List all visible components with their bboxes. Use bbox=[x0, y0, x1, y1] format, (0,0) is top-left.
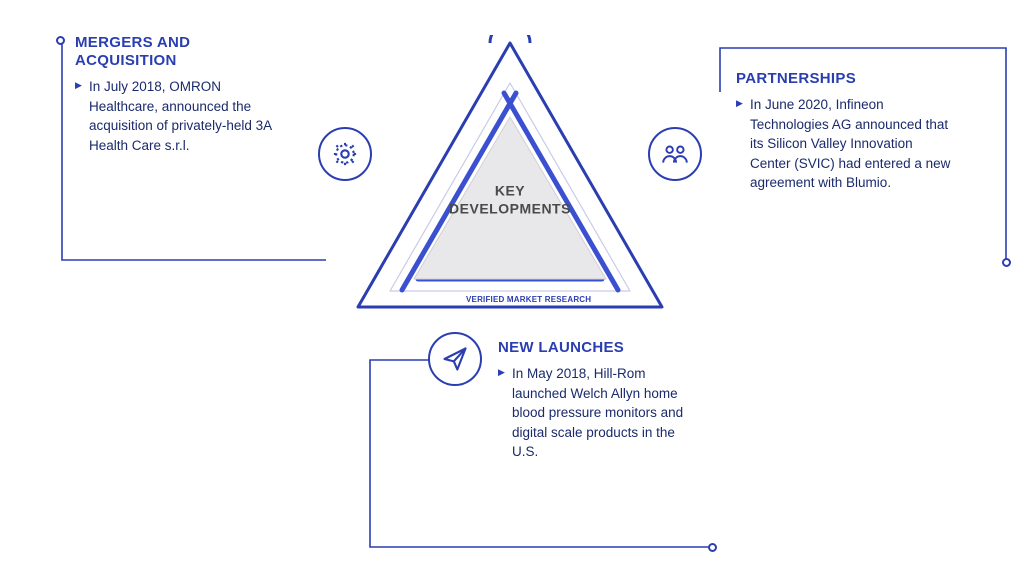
dot-launches bbox=[708, 543, 717, 552]
block-mergers: MERGERS AND ACQUISITION In July 2018, OM… bbox=[75, 34, 290, 155]
triangle-svg bbox=[350, 35, 670, 320]
center-line2: DEVELOPMENTS bbox=[449, 200, 571, 216]
launches-text: In May 2018, Hill-Rom launched Welch All… bbox=[498, 364, 693, 462]
dot-partners bbox=[1002, 258, 1011, 267]
launches-title: NEW LAUNCHES bbox=[498, 339, 693, 357]
paper-plane-icon bbox=[428, 332, 482, 386]
partners-title: PARTNERSHIPS bbox=[736, 70, 956, 88]
mergers-title: MERGERS AND ACQUISITION bbox=[75, 34, 290, 70]
watermark-bottom: VERIFIED MARKET RESEARCH bbox=[466, 295, 591, 304]
infographic-root: KEY DEVELOPMENTS VERIFIED MARKET RESEARC… bbox=[0, 0, 1024, 576]
people-icon bbox=[648, 127, 702, 181]
dot-mergers bbox=[56, 36, 65, 45]
mergers-text: In July 2018, OMRON Healthcare, announce… bbox=[75, 77, 290, 155]
block-partners: PARTNERSHIPS In June 2020, Infineon Tech… bbox=[736, 70, 956, 193]
block-launches: NEW LAUNCHES In May 2018, Hill-Rom launc… bbox=[498, 339, 693, 462]
gear-icon bbox=[318, 127, 372, 181]
center-label: KEY DEVELOPMENTS bbox=[449, 183, 571, 218]
center-triangle: KEY DEVELOPMENTS VERIFIED MARKET RESEARC… bbox=[350, 35, 670, 320]
center-line1: KEY bbox=[495, 183, 525, 199]
partners-text: In June 2020, Infineon Technologies AG a… bbox=[736, 95, 956, 193]
